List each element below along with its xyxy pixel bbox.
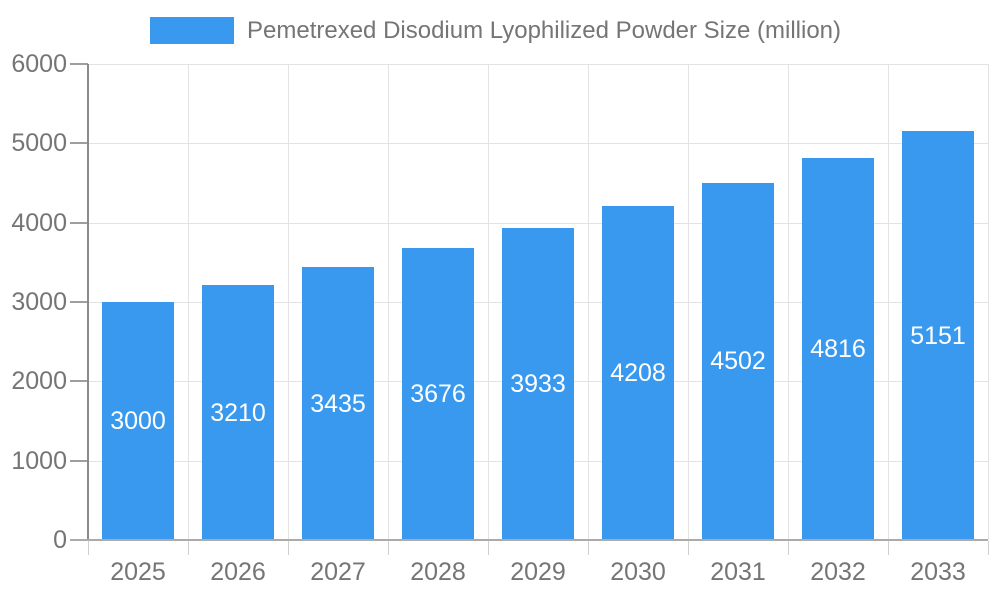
gridline-horizontal: [88, 64, 988, 65]
bar-2027[interactable]: 3435: [302, 267, 374, 540]
bar-2030[interactable]: 4208: [602, 206, 674, 540]
x-axis-tick: [988, 541, 989, 555]
x-axis-label-2028: 2028: [410, 558, 466, 586]
x-axis-label-2033: 2033: [910, 558, 966, 586]
gridline-vertical: [388, 64, 389, 540]
y-axis-tick: [70, 301, 88, 303]
x-axis-tick: [888, 541, 889, 555]
x-axis-label-2026: 2026: [210, 558, 266, 586]
bar-value-label: 4208: [610, 359, 666, 388]
x-axis-label-2030: 2030: [610, 558, 666, 586]
bar-value-label: 3676: [410, 380, 466, 409]
gridline-vertical: [288, 64, 289, 540]
legend-swatch: [150, 17, 234, 44]
y-axis-label: 4000: [11, 208, 67, 237]
x-axis-tick: [788, 541, 789, 555]
x-axis-label-2029: 2029: [510, 558, 566, 586]
x-axis-tick: [288, 541, 289, 555]
bar-value-label: 3000: [110, 407, 166, 435]
bar-value-label: 5151: [910, 321, 966, 350]
y-axis-label: 1000: [11, 446, 67, 475]
gridline-vertical: [688, 64, 689, 540]
x-axis-tick: [488, 541, 489, 555]
x-axis-label-2031: 2031: [710, 558, 766, 586]
x-axis-tick: [688, 541, 689, 555]
bar-2032[interactable]: 4816: [802, 157, 874, 540]
bar-2033[interactable]: 5151: [902, 131, 974, 540]
gridline-horizontal: [88, 143, 988, 145]
gridline-vertical: [188, 64, 189, 540]
y-axis-tick: [70, 221, 88, 224]
x-axis-label-2025: 2025: [110, 558, 166, 586]
bar-2025[interactable]: 3000: [102, 302, 174, 540]
bar-value-label: 3435: [310, 389, 366, 418]
bar-2031[interactable]: 4502: [702, 182, 774, 540]
x-axis-tick: [88, 541, 89, 555]
y-axis-label: 5000: [11, 129, 67, 158]
y-axis-tick: [70, 63, 88, 65]
y-axis-label: 6000: [11, 50, 67, 78]
y-axis-label: 2000: [11, 367, 67, 396]
legend-label: Pemetrexed Disodium Lyophilized Powder S…: [247, 17, 842, 44]
gridline-vertical: [988, 64, 989, 540]
gridline-vertical: [888, 64, 889, 540]
bar-value-label: 3210: [210, 398, 266, 427]
bar-value-label: 4816: [810, 334, 866, 363]
x-axis-line: [70, 539, 988, 541]
bar-2029[interactable]: 3933: [502, 227, 574, 540]
bar-value-label: 4502: [710, 347, 766, 376]
x-axis-tick: [388, 541, 389, 555]
y-axis-label: 3000: [11, 288, 67, 316]
gridline-vertical: [588, 64, 589, 540]
legend-item[interactable]: Pemetrexed Disodium Lyophilized Powder S…: [150, 17, 841, 44]
gridline-vertical: [788, 64, 789, 540]
y-axis-line: [87, 64, 89, 541]
y-axis-tick: [70, 459, 88, 462]
x-axis-label-2032: 2032: [810, 558, 866, 586]
y-axis-tick: [70, 380, 88, 383]
gridline-horizontal: [88, 222, 988, 224]
bar-2026[interactable]: 3210: [202, 285, 274, 540]
x-axis-tick: [188, 541, 189, 555]
bar-2028[interactable]: 3676: [402, 248, 474, 540]
gridline-vertical: [488, 64, 489, 540]
x-axis-tick: [588, 541, 589, 555]
x-axis-label-2027: 2027: [310, 558, 366, 586]
y-axis-label: 0: [53, 526, 67, 554]
bar-value-label: 3933: [510, 369, 566, 398]
y-axis-tick: [70, 142, 88, 145]
